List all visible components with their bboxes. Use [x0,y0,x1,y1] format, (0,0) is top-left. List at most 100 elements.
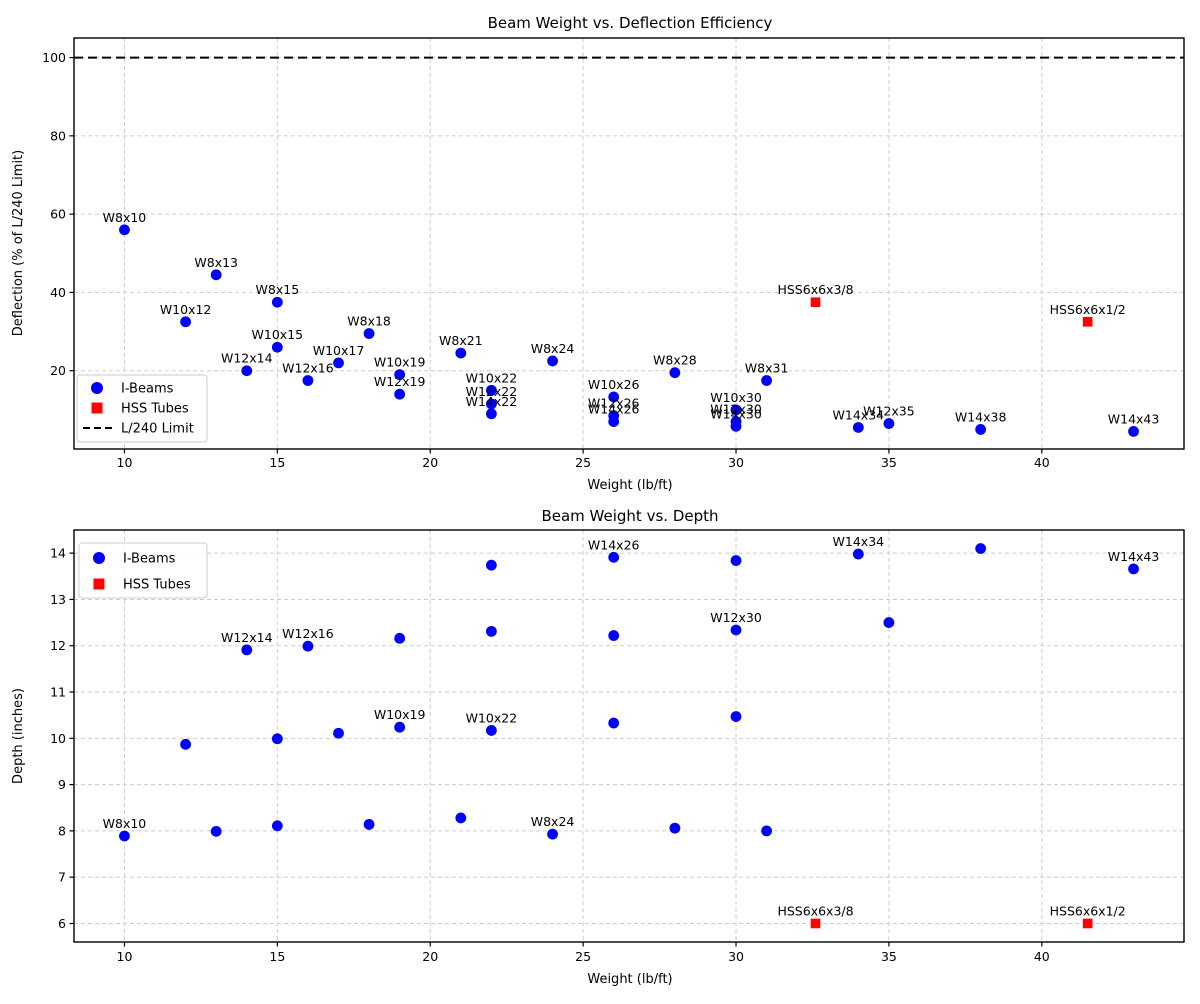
point-label: W10x19 [374,707,426,722]
point-label: W12x22 [466,384,518,399]
data-point-ibeam [302,640,314,652]
point-label: HSS6x6x1/2 [1050,302,1126,317]
data-point-ibeam [241,644,253,656]
data-point-ibeam [669,367,681,379]
data-point-ibeam [608,630,620,641]
data-point-ibeam [975,424,987,435]
legend-box [78,542,208,599]
data-point-ibeam [608,551,620,563]
data-point-ibeam [271,733,283,745]
data-point-ibeam [333,357,344,369]
legend-label: I-Beams [121,382,174,397]
legend-marker-ibeams [93,552,105,564]
point-label: W8x21 [439,333,483,348]
point-label: HSS6x6x1/2 [1050,903,1126,918]
data-point-ibeam [975,543,987,554]
data-point-ibeam [883,418,895,429]
data-point-ibeam [1128,563,1139,575]
point-label: W14x26 [588,402,640,417]
point-label: W8x18 [347,314,391,329]
data-point-ibeam [608,717,620,729]
x-tick-label: 25 [575,455,591,470]
point-label: W12x30 [710,610,762,625]
depth-chart-layer: W8x10 W12x14 W12x16 W10x19 W10x22 W8x24 W14x26… [50,529,1185,964]
data-point-hss [1082,316,1093,327]
chart-2-y-axis-label: Depth (inches) [11,688,26,784]
data-point-ibeam [485,408,497,420]
data-point-ibeam [271,296,283,308]
data-point-ibeam [119,830,130,842]
data-point-ibeam [883,617,895,628]
data-point-ibeam [180,738,192,750]
point-label: W8x28 [653,353,697,368]
data-point-ibeam [271,820,283,832]
y-tick-label: 6 [58,916,66,931]
x-tick-label: 15 [269,455,285,470]
x-tick-label: 30 [728,949,744,964]
legend-label: HSS Tubes [121,402,189,417]
data-point-ibeam [455,347,467,359]
data-point-ibeam [241,365,253,377]
legend-marker-hss [91,402,103,414]
point-label: W10x22 [466,370,518,385]
point-label: W14x22 [466,394,518,409]
legend-label: HSS Tubes [123,578,191,593]
legend-marker-ibeams [91,382,103,394]
point-label: HSS6x6x3/8 [777,903,853,918]
point-label: W12x14 [221,351,273,366]
x-tick-label: 15 [269,949,285,964]
data-point-ibeam [394,369,406,381]
data-point-ibeam [761,825,773,837]
legend-label: I-Beams [123,552,176,567]
x-tick-label: 20 [422,949,438,964]
data-point-hss [810,918,821,929]
x-tick-label: 35 [881,455,897,470]
point-label: W14x26 [588,537,640,552]
y-tick-label: 100 [42,50,66,65]
data-point-hss [1082,918,1093,929]
data-point-ibeam [271,341,283,353]
x-tick-label: 35 [881,949,897,964]
point-label: W10x30 [710,390,762,405]
point-label: W8x15 [256,282,300,297]
data-point-ibeam [1128,425,1139,437]
data-point-ibeam [485,625,497,637]
y-tick-label: 9 [58,777,66,792]
data-point-ibeam [210,825,222,837]
chart-1-y-axis-label: Deflection (% of L/240 Limit) [11,150,26,336]
data-point-ibeam [547,828,558,840]
y-tick-label: 7 [58,870,66,885]
data-point-ibeam [730,624,742,636]
data-point-ibeam [180,316,192,328]
data-point-ibeam [394,388,406,400]
chart-1-x-axis-label: Weight (lb/ft) [587,478,672,493]
x-tick-label: 10 [117,455,133,470]
point-label: W12x14 [221,630,273,645]
data-point-ibeam [852,422,864,433]
data-point-ibeam [119,224,130,236]
data-point-hss [810,297,821,308]
legend-marker-hss [93,578,105,590]
data-point-ibeam [547,355,558,367]
data-point-ibeam [363,328,375,339]
point-label: W10x15 [252,327,304,342]
y-tick-label: 11 [50,685,66,700]
point-label: W8x10 [103,210,147,225]
y-tick-label: 80 [50,128,66,143]
data-point-ibeam [669,822,681,834]
data-point-ibeam [485,384,497,396]
point-label: HSS6x6x3/8 [777,282,853,297]
axes-frame [73,529,1185,943]
data-point-ibeam [363,819,375,830]
point-label: W10x17 [313,343,365,358]
y-tick-label: 10 [50,731,66,746]
point-label: W8x24 [531,814,575,829]
x-tick-label: 40 [1034,455,1050,470]
data-point-ibeam [455,812,467,824]
data-point-ibeam [608,416,620,427]
data-point-ibeam [394,632,406,644]
y-tick-label: 12 [50,638,66,653]
y-tick-label: 60 [50,207,66,222]
